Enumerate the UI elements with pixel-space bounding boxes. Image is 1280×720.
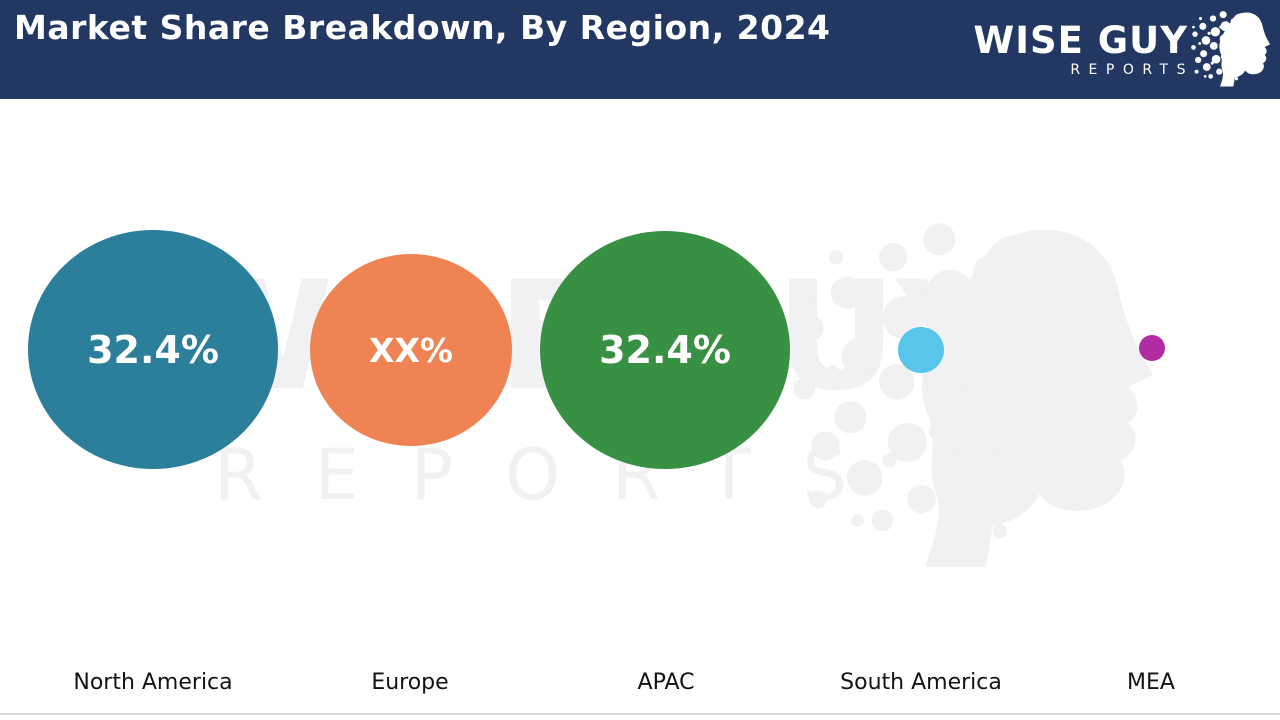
category-label-mea: MEA [1127, 670, 1175, 695]
logo-text: WISE GUY REPORTS [973, 22, 1188, 78]
watermark-subtitle: REPORTS [214, 434, 899, 516]
bottom-border [0, 713, 1280, 715]
bubble-north-america: 32.4% [28, 230, 278, 469]
bubble-apac: 32.4% [540, 231, 790, 469]
bubble-south-america [898, 327, 944, 373]
logo-subtitle: REPORTS [1070, 62, 1194, 78]
header-bar: Market Share Breakdown, By Region, 2024 … [0, 0, 1280, 99]
bubble-europe: XX% [310, 254, 512, 446]
category-label-north-america: North America [73, 670, 233, 695]
watermark-head-icon [793, 223, 1153, 567]
bubble-value-label: 32.4% [599, 328, 731, 372]
logo-wordmark: WISE GUY [973, 19, 1188, 62]
category-label-south-america: South America [840, 670, 1002, 695]
bubble-value-label: XX% [369, 330, 453, 370]
logo-head-icon [1191, 11, 1271, 87]
bubble-mea [1139, 335, 1165, 361]
category-label-europe: Europe [371, 670, 449, 695]
bubble-value-label: 32.4% [87, 327, 219, 372]
category-label-apac: APAC [637, 670, 695, 695]
page-title: Market Share Breakdown, By Region, 2024 [14, 8, 831, 47]
wiseguy-logo: WISE GUY REPORTS [973, 4, 1274, 94]
